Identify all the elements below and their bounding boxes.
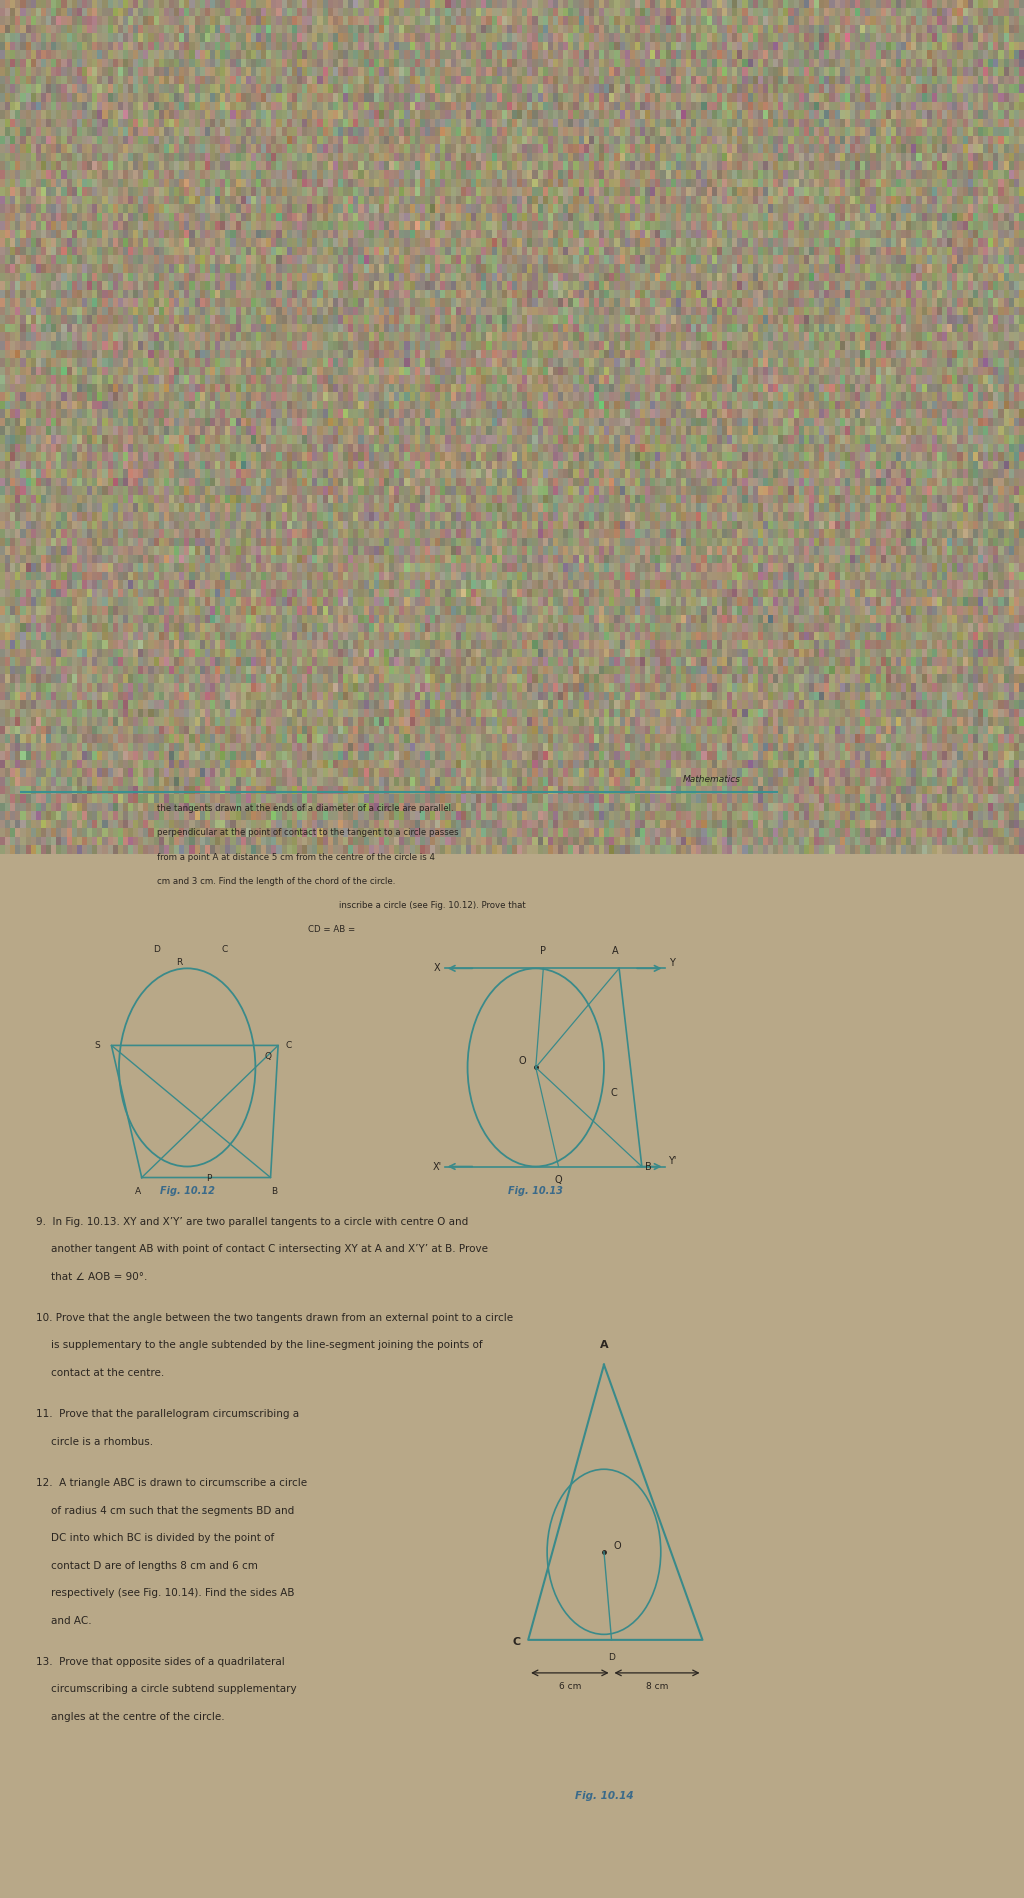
Text: Fig. 10.13: Fig. 10.13 — [508, 1186, 563, 1196]
Text: X: X — [434, 964, 440, 974]
Text: B: B — [271, 1186, 278, 1196]
Text: 12.  A triangle ABC is drawn to circumscribe a circle: 12. A triangle ABC is drawn to circumscr… — [36, 1479, 307, 1488]
Text: contact at the centre.: contact at the centre. — [51, 1368, 164, 1378]
Text: Fig. 10.14: Fig. 10.14 — [574, 1792, 633, 1801]
Text: CD = AB =: CD = AB = — [308, 926, 355, 934]
Text: A: A — [135, 1186, 141, 1196]
Text: Y': Y' — [668, 1156, 676, 1165]
Text: is supplementary to the angle subtended by the line-segment joining the points o: is supplementary to the angle subtended … — [51, 1340, 482, 1349]
Text: the tangents drawn at the ends of a diameter of a circle are parallel.: the tangents drawn at the ends of a diam… — [157, 805, 454, 812]
Text: D: D — [154, 945, 161, 955]
Text: 10. Prove that the angle between the two tangents drawn from an external point t: 10. Prove that the angle between the two… — [36, 1313, 513, 1323]
Text: inscribe a circle (see Fig. 10.12). Prove that: inscribe a circle (see Fig. 10.12). Prov… — [339, 902, 525, 911]
Text: from a point A at distance 5 cm from the centre of the circle is 4: from a point A at distance 5 cm from the… — [157, 852, 435, 862]
Text: C: C — [513, 1638, 521, 1647]
Text: contact D are of lengths 8 cm and 6 cm: contact D are of lengths 8 cm and 6 cm — [51, 1560, 258, 1570]
Text: Mathematics: Mathematics — [682, 774, 740, 784]
Text: cm and 3 cm. Find the length of the chord of the circle.: cm and 3 cm. Find the length of the chor… — [157, 877, 395, 886]
Text: 11.  Prove that the parallelogram circumscribing a: 11. Prove that the parallelogram circums… — [36, 1408, 299, 1420]
Text: and AC.: and AC. — [51, 1615, 91, 1625]
Text: C: C — [286, 1040, 292, 1050]
Text: A: A — [612, 945, 618, 957]
Text: O: O — [613, 1541, 621, 1551]
Text: 9.  In Fig. 10.13. XY and X’Y’ are two parallel tangents to a circle with centre: 9. In Fig. 10.13. XY and X’Y’ are two pa… — [36, 1217, 468, 1226]
Text: B: B — [644, 1162, 651, 1171]
Text: Y: Y — [670, 958, 675, 968]
Text: angles at the centre of the circle.: angles at the centre of the circle. — [51, 1712, 224, 1721]
Text: P: P — [541, 945, 547, 957]
Text: 13.  Prove that opposite sides of a quadrilateral: 13. Prove that opposite sides of a quadr… — [36, 1657, 285, 1666]
Text: another tangent AB with point of contact C intersecting XY at A and X’Y’ at B. P: another tangent AB with point of contact… — [51, 1243, 487, 1255]
Text: X': X' — [433, 1162, 441, 1171]
Text: DC into which BC is divided by the point of: DC into which BC is divided by the point… — [51, 1534, 274, 1543]
Text: circumscribing a circle subtend supplementary: circumscribing a circle subtend suppleme… — [51, 1684, 296, 1695]
Text: Q: Q — [264, 1051, 271, 1061]
Text: 6 cm: 6 cm — [559, 1682, 581, 1691]
Text: Q: Q — [555, 1175, 562, 1184]
Text: circle is a rhombus.: circle is a rhombus. — [51, 1437, 153, 1446]
Text: A: A — [600, 1340, 608, 1349]
Text: D: D — [608, 1653, 615, 1661]
Text: of radius 4 cm such that the segments BD and: of radius 4 cm such that the segments BD… — [51, 1505, 294, 1515]
Text: R: R — [176, 958, 182, 968]
Text: 8 cm: 8 cm — [646, 1682, 669, 1691]
Text: O: O — [518, 1055, 526, 1067]
Text: that ∠ AOB = 90°.: that ∠ AOB = 90°. — [51, 1272, 147, 1281]
Text: Fig. 10.12: Fig. 10.12 — [160, 1186, 215, 1196]
Text: S: S — [94, 1040, 100, 1050]
Text: C: C — [222, 945, 228, 955]
Text: perpendicular at the point of contact to the tangent to a circle passes: perpendicular at the point of contact to… — [157, 828, 459, 837]
Text: C: C — [610, 1088, 617, 1099]
Text: respectively (see Fig. 10.14). Find the sides AB: respectively (see Fig. 10.14). Find the … — [51, 1589, 294, 1598]
Text: P: P — [206, 1173, 211, 1182]
